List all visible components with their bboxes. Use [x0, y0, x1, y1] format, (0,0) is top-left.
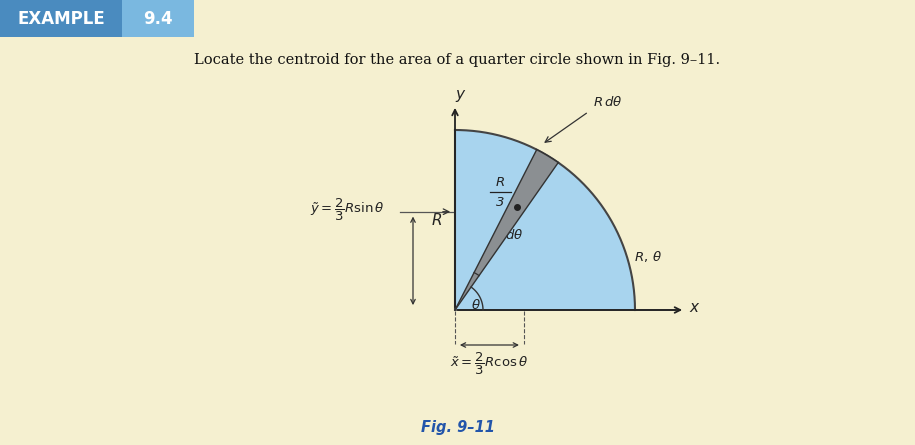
Text: Locate the centroid for the area of a quarter circle shown in Fig. 9–11.: Locate the centroid for the area of a qu… [194, 53, 721, 67]
Text: 9.4: 9.4 [143, 9, 173, 28]
Text: $R,\,\theta$: $R,\,\theta$ [634, 249, 662, 264]
Text: 3: 3 [496, 196, 504, 210]
Text: $\tilde{x} = \dfrac{2}{3}R\cos\theta$: $\tilde{x} = \dfrac{2}{3}R\cos\theta$ [450, 351, 529, 377]
Text: R: R [495, 176, 504, 190]
Polygon shape [455, 130, 635, 310]
Text: $\theta$: $\theta$ [471, 298, 480, 312]
Text: x: x [689, 299, 698, 315]
Text: $\tilde{y} = \dfrac{2}{3}R\sin\theta$: $\tilde{y} = \dfrac{2}{3}R\sin\theta$ [310, 197, 384, 223]
Polygon shape [455, 150, 558, 310]
FancyBboxPatch shape [122, 0, 194, 37]
FancyBboxPatch shape [0, 0, 122, 37]
Text: EXAMPLE: EXAMPLE [17, 9, 105, 28]
Text: R: R [432, 213, 442, 227]
Text: $d\theta$: $d\theta$ [505, 228, 523, 242]
Text: Fig. 9–11: Fig. 9–11 [421, 420, 494, 435]
Text: $R\,d\theta$: $R\,d\theta$ [593, 95, 622, 109]
Text: y: y [456, 87, 465, 102]
